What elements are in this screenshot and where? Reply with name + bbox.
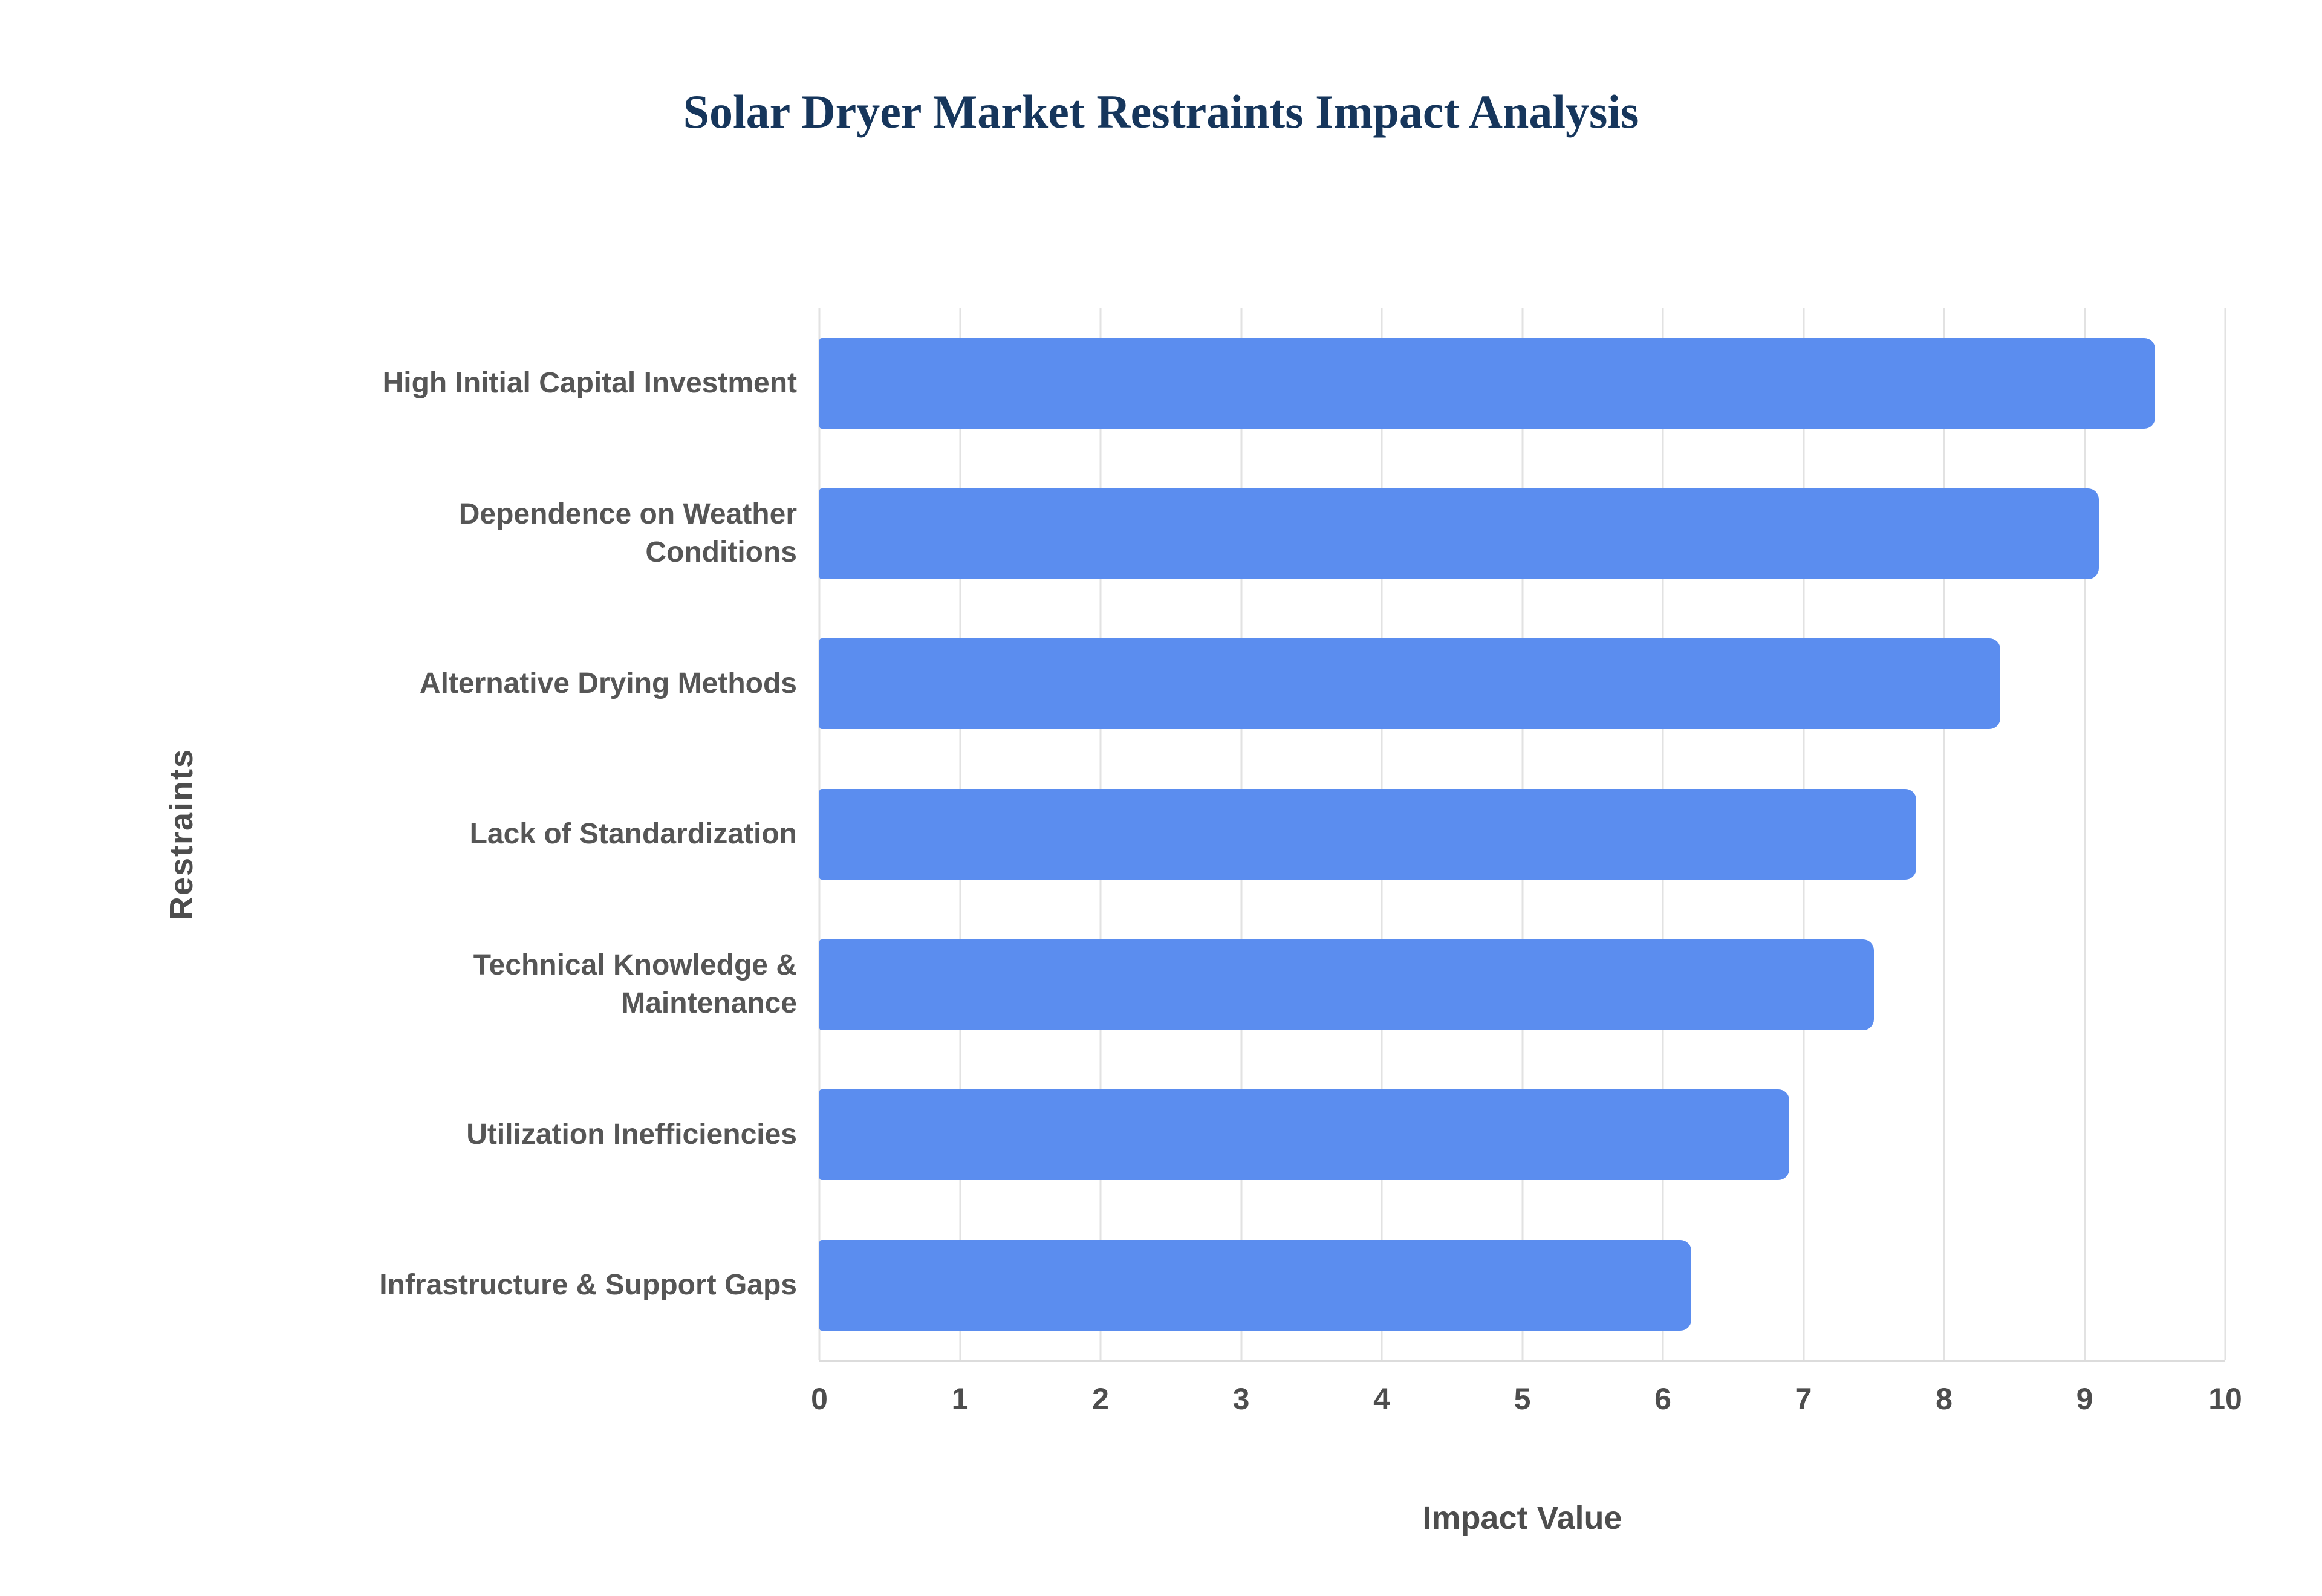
bar-3 xyxy=(819,638,2000,730)
x-tick-label: 5 xyxy=(1514,1382,1531,1416)
gridline xyxy=(2224,308,2226,1360)
chart-title: Solar Dryer Market Restraints Impact Ana… xyxy=(683,85,1639,138)
category-axis-labels: High Initial Capital Investment Dependenc… xyxy=(0,308,797,1360)
x-tick-label: 8 xyxy=(1936,1382,1953,1416)
bar-row xyxy=(819,609,2225,759)
category-label: Technical Knowledge & Maintenance xyxy=(473,949,797,1019)
x-tick-label: 6 xyxy=(1654,1382,1671,1416)
category-label: High Initial Capital Investment xyxy=(382,367,797,400)
bar-row xyxy=(819,759,2225,910)
x-axis-tick-labels: 0 1 2 3 4 5 6 7 8 9 10 xyxy=(811,1381,2242,1430)
category-label: Utilization Inefficiencies xyxy=(466,1118,797,1150)
bar-row xyxy=(819,308,2225,459)
bar-4 xyxy=(819,789,1916,880)
x-tick-label: 3 xyxy=(1232,1382,1250,1416)
x-tick-label: 0 xyxy=(811,1382,828,1416)
bar-row xyxy=(819,1060,2225,1210)
x-tick-label: 4 xyxy=(1373,1382,1390,1416)
x-tick-label: 10 xyxy=(2208,1382,2242,1416)
x-axis-title: Impact Value xyxy=(1422,1500,1622,1536)
bar-6 xyxy=(819,1089,1790,1181)
x-tick-label: 7 xyxy=(1795,1382,1812,1416)
bar-row xyxy=(819,1210,2225,1360)
plot-area xyxy=(818,308,2226,1362)
gridline xyxy=(1943,308,1945,1360)
x-tick-label: 9 xyxy=(2076,1382,2093,1416)
bar-5 xyxy=(819,939,1874,1030)
category-label: Lack of Standardization xyxy=(469,817,797,850)
bar-2 xyxy=(819,488,2099,579)
gridline xyxy=(2084,308,2086,1360)
category-label: Infrastructure & Support Gaps xyxy=(379,1268,797,1301)
category-label: Alternative Drying Methods xyxy=(419,667,797,700)
x-tick-label: 1 xyxy=(951,1382,969,1416)
x-tick-label: 2 xyxy=(1092,1382,1109,1416)
bar-row xyxy=(819,459,2225,609)
bar-row xyxy=(819,909,2225,1060)
bar-7 xyxy=(819,1239,1691,1331)
bar-1 xyxy=(819,338,2155,429)
category-label: Dependence on Weather Conditions xyxy=(458,498,797,568)
